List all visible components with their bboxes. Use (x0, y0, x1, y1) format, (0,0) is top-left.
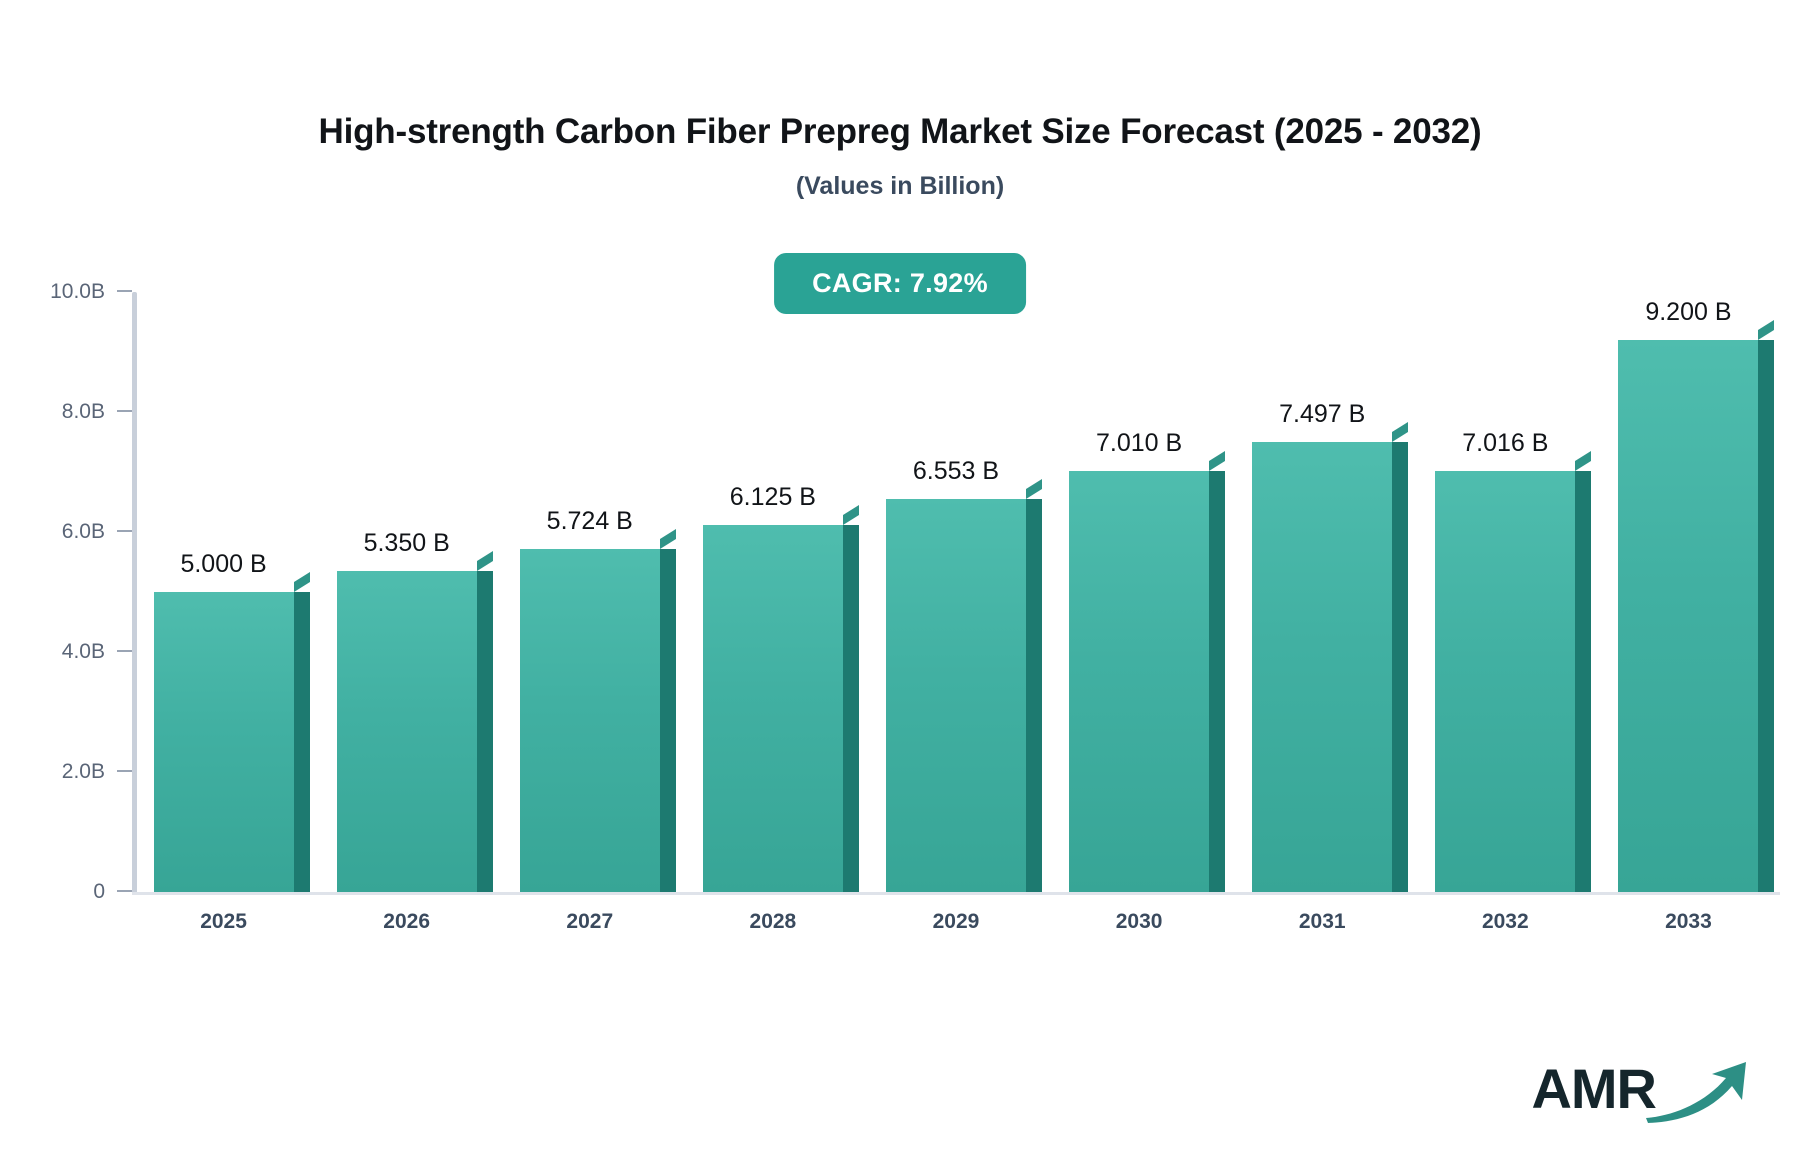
bar-value-label: 7.497 B (1279, 400, 1366, 429)
y-axis-tick-mark (117, 649, 132, 652)
y-axis-tick-label: 6.0B (61, 520, 105, 543)
bar-value-label: 9.200 B (1645, 298, 1732, 326)
y-axis-tick-label: 2.0B (61, 760, 105, 783)
bar-slot: 7.497 B (1231, 292, 1414, 892)
logo-text: AMR (1531, 1057, 1657, 1120)
chart-subtitle: (Values in Billion) (795, 172, 1005, 200)
bar-top-face (1209, 451, 1226, 472)
bar-side-face (1575, 471, 1592, 892)
x-axis-labels: 2025 2026 2027 2028 2029 2030 2031 2032 2033 (132, 910, 1780, 934)
x-axis-label-2029: 2029 (932, 910, 980, 933)
bar-top-face (1392, 422, 1409, 443)
bar-front-face (336, 551, 493, 892)
bar-2028[interactable]: 6.125 B (702, 483, 859, 892)
bar-slot: 7.016 B (1414, 292, 1597, 892)
bar-side-face (476, 571, 493, 892)
bar-front-face (1252, 422, 1409, 892)
bar-top-face (659, 528, 676, 549)
bar-2026[interactable]: 5.350 B (336, 529, 493, 892)
bar-slot: 6.553 B (864, 292, 1047, 892)
trending-up-arrow-icon (1642, 1056, 1762, 1131)
bar-side-face (1025, 498, 1042, 892)
bar-side-face (659, 548, 676, 892)
bar-slot: 6.125 B (681, 292, 864, 892)
y-axis-tick-label: 4.0B (61, 640, 105, 663)
bar-value-label: 7.010 B (1096, 429, 1183, 458)
bar-top-face (1758, 320, 1775, 340)
bar-2027[interactable]: 5.724 B (519, 507, 676, 892)
bar-slot: 5.350 B (315, 292, 498, 892)
bar-value-label: 7.016 B (1462, 429, 1549, 458)
bar-front-face (885, 478, 1042, 892)
bar-top-face (293, 572, 310, 592)
bar-slot: 5.000 B (132, 292, 315, 892)
y-axis-tick: 8.0B (4, 400, 132, 423)
cagr-badge: CAGR: 7.92% (774, 253, 1026, 314)
bar-front-face (1618, 320, 1775, 892)
y-axis-tick: 0 (4, 880, 132, 903)
x-axis-label-2025: 2025 (200, 910, 247, 933)
bar-2029[interactable]: 6.553 B (885, 457, 1042, 892)
bar-2031[interactable]: 7.497 B (1252, 400, 1409, 892)
x-axis-label-2033: 2033 (1665, 910, 1712, 933)
x-axis-label-2032: 2032 (1481, 910, 1529, 933)
bar-slot: 7.010 B (1048, 292, 1231, 892)
bar-2025[interactable]: 5.000 B (153, 550, 310, 892)
y-axis-tick-mark (117, 769, 132, 772)
bar-2033[interactable]: 9.200 B (1618, 298, 1775, 892)
x-axis-label-2027: 2027 (566, 910, 614, 933)
bar-value-label: 5.724 B (546, 506, 633, 535)
bar-front-face (1069, 451, 1226, 892)
y-axis-tick: 10.0B (4, 280, 132, 303)
bar-2030[interactable]: 7.010 B (1069, 429, 1226, 892)
bar-side-face (1209, 471, 1226, 892)
x-axis-label-2031: 2031 (1298, 910, 1346, 933)
bar-front-face (153, 572, 310, 892)
bar-side-face (1392, 442, 1409, 892)
y-axis-tick: 6.0B (4, 520, 132, 543)
amr-logo: AMR (1531, 1054, 1762, 1124)
bar-slot: 9.200 B (1597, 292, 1780, 892)
bar-front-face (1435, 451, 1592, 892)
y-axis-tick-mark (117, 529, 132, 532)
y-axis-tick-mark (117, 409, 132, 412)
bar-value-label: 5.350 B (363, 529, 450, 557)
bar-value-label: 6.125 B (729, 482, 816, 511)
y-axis-tick-mark (117, 889, 132, 892)
bar-top-face (842, 504, 859, 525)
bar-front-face (702, 504, 859, 892)
y-axis-tick-label: 8.0B (61, 400, 105, 423)
bar-front-face (519, 528, 676, 892)
bar-top-face (1575, 451, 1592, 472)
x-axis-label-2030: 2030 (1115, 910, 1163, 933)
bar-value-label: 5.000 B (180, 550, 267, 578)
x-axis-line (132, 892, 1780, 895)
y-axis-tick-label: 0 (93, 880, 105, 903)
y-axis-tick-mark (117, 289, 132, 292)
y-axis-tick: 4.0B (4, 640, 132, 663)
y-axis-line (132, 292, 137, 894)
bar-top-face (476, 551, 493, 571)
bar-value-label: 6.553 B (912, 456, 1000, 485)
page-title: High-strength Carbon Fiber Prepreg Marke… (318, 112, 1482, 151)
x-axis-label-2026: 2026 (383, 910, 431, 933)
bar-side-face (293, 592, 310, 892)
bar-top-face (1025, 478, 1042, 499)
bar-side-face (842, 524, 859, 892)
y-axis-tick: 2.0B (4, 760, 132, 783)
bar-series: 5.000 B 5.350 B 5.724 B 6.125 B 6.553 B 7.010… (132, 292, 1780, 892)
x-axis-label-2028: 2028 (749, 910, 797, 933)
y-axis-tick-label: 10.0B (50, 280, 105, 303)
y-axis-ticks: 10.0B 8.0B 6.0B 4.0B 2.0B 0 (0, 281, 132, 902)
bar-side-face (1758, 340, 1775, 892)
bar-2032[interactable]: 7.016 B (1435, 429, 1592, 892)
bar-slot: 5.724 B (498, 292, 681, 892)
